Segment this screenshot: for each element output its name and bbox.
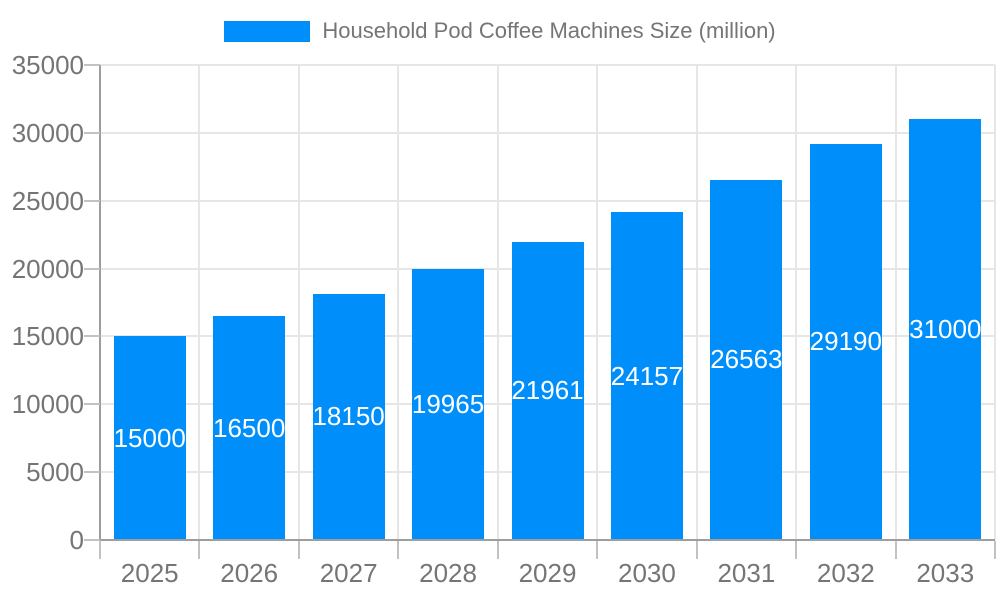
x-tick-mark [695, 541, 698, 559]
v-gridline [297, 65, 300, 540]
x-tick-label: 2027 [319, 558, 378, 588]
y-tick-label: 35000 [11, 50, 84, 80]
y-tick-label: 10000 [11, 389, 84, 420]
v-gridline [894, 65, 897, 540]
bar[interactable]: 26563 [710, 179, 783, 540]
x-tick-label: 2025 [120, 558, 179, 588]
y-tick-label: 0 [69, 525, 84, 555]
x-tick-mark [297, 541, 300, 559]
x-tick-label: 2028 [419, 558, 477, 588]
x-tick-mark [994, 541, 996, 559]
y-tick-label: 30000 [11, 117, 84, 148]
x-tick-mark [795, 541, 798, 559]
x-tick-mark [596, 541, 599, 559]
bar[interactable]: 15000 [114, 336, 186, 540]
v-gridline [994, 65, 996, 540]
y-tick-label: 15000 [11, 321, 84, 352]
bar-value-label: 31000 [909, 314, 982, 345]
bar-value-label: 21961 [511, 375, 584, 406]
bar[interactable]: 19965 [412, 269, 484, 540]
y-tick-mark [84, 539, 100, 541]
bar-value-label: 29190 [809, 326, 882, 357]
x-tick-mark [496, 541, 499, 559]
y-tick-mark [84, 267, 100, 270]
x-tick-mark [198, 541, 201, 559]
bar[interactable]: 18150 [312, 293, 385, 540]
y-tick-label: 5000 [26, 457, 84, 488]
bar-value-label: 16500 [213, 412, 286, 443]
v-gridline [695, 65, 698, 540]
bar-value-label: 15000 [113, 422, 186, 453]
v-gridline [198, 65, 201, 540]
y-tick-label: 25000 [11, 185, 84, 216]
h-gridline [100, 64, 995, 66]
x-axis-line [100, 539, 995, 541]
bar-value-label: 19965 [411, 389, 485, 419]
x-tick-label: 2032 [816, 558, 875, 588]
y-tick-mark [84, 403, 100, 406]
bar[interactable]: 16500 [213, 316, 285, 540]
y-tick-mark [84, 199, 100, 202]
legend: Household Pod Coffee Machines Size (mill… [0, 18, 1000, 43]
v-gridline [397, 65, 400, 540]
x-tick-mark [397, 541, 400, 559]
h-gridline [100, 131, 995, 134]
x-tick-mark [894, 541, 897, 559]
bar[interactable]: 29190 [809, 143, 882, 540]
bar[interactable]: 21961 [511, 241, 584, 540]
x-tick-label: 2026 [220, 558, 279, 588]
plot-area: 15000 16500 18150 19965 21961 24157 26563 29190… [100, 64, 996, 540]
v-gridline [596, 65, 599, 540]
bar-value-label: 18150 [312, 401, 385, 432]
y-tick-mark [84, 335, 100, 338]
x-tick-label: 2030 [618, 558, 676, 588]
bar[interactable]: 31000 [909, 119, 981, 540]
x-tick-label: 2031 [717, 558, 776, 588]
bar-value-label: 24157 [610, 360, 684, 391]
v-gridline [795, 65, 798, 540]
y-tick-label: 20000 [11, 253, 84, 284]
y-tick-mark [84, 131, 100, 134]
y-axis-line [99, 65, 101, 542]
bar-value-label: 26563 [710, 344, 783, 375]
x-tick-label: 2029 [518, 558, 577, 588]
y-tick-mark [84, 471, 100, 474]
legend-label: Household Pod Coffee Machines Size (mill… [322, 18, 776, 43]
bar[interactable]: 24157 [611, 212, 683, 540]
h-gridline [100, 199, 995, 202]
v-gridline [496, 65, 499, 540]
y-tick-mark [84, 64, 100, 66]
legend-swatch [224, 20, 311, 42]
x-tick-label: 2033 [916, 558, 975, 588]
x-tick-mark [99, 541, 101, 559]
